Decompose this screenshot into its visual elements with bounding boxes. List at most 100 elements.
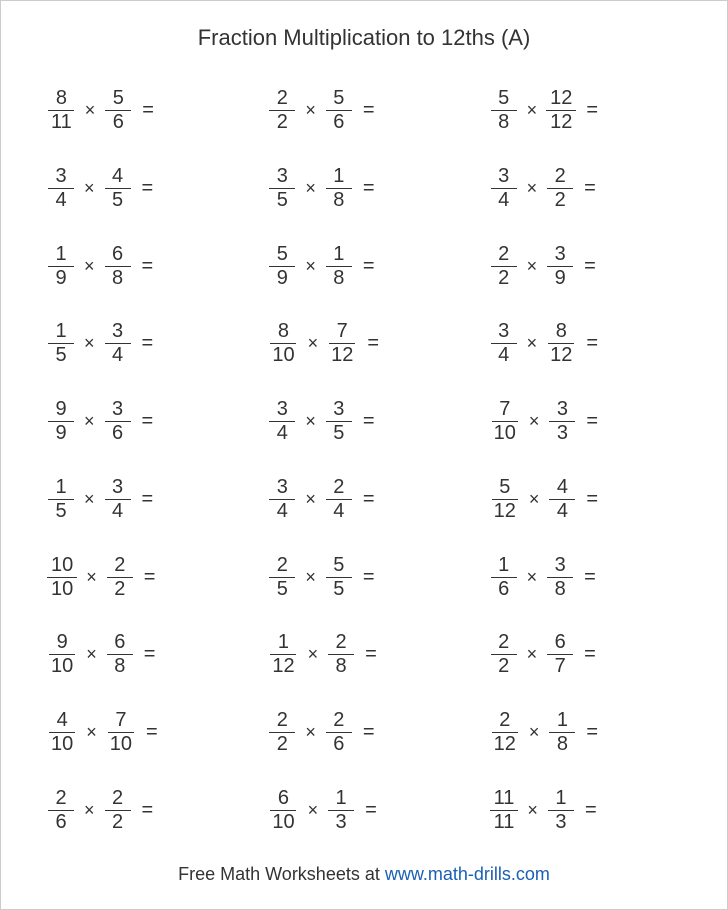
problem: 22×26=: [262, 697, 465, 769]
numerator: 7: [492, 399, 518, 422]
multiply-operator: ×: [84, 256, 95, 277]
equals-sign: =: [365, 643, 377, 666]
problem: 22×67=: [484, 619, 687, 691]
fraction-1: 810: [268, 321, 298, 366]
fraction-2: 24: [325, 477, 353, 522]
equals-sign: =: [142, 332, 154, 355]
numerator: 1: [48, 244, 74, 267]
equals-sign: =: [367, 332, 379, 355]
numerator: 2: [547, 166, 573, 189]
fraction-2: 28: [327, 632, 355, 677]
numerator: 12: [546, 88, 576, 111]
fraction-1: 1010: [47, 555, 77, 600]
numerator: 11: [490, 788, 519, 811]
problem: 811×56=: [41, 75, 244, 147]
problem: 112×28=: [262, 619, 465, 691]
denominator: 4: [491, 189, 517, 211]
fraction-2: 22: [106, 555, 134, 600]
denominator: 3: [548, 811, 574, 833]
numerator: 2: [328, 632, 354, 655]
denominator: 12: [546, 111, 576, 133]
numerator: 2: [105, 788, 131, 811]
fraction-1: 212: [490, 710, 520, 755]
denominator: 4: [48, 189, 74, 211]
fraction-1: 1111: [490, 788, 519, 833]
denominator: 7: [547, 655, 573, 677]
numerator: 3: [326, 399, 352, 422]
denominator: 2: [269, 733, 295, 755]
fraction-1: 410: [47, 710, 77, 755]
numerator: 5: [492, 477, 518, 500]
numerator: 6: [270, 788, 296, 811]
fraction-1: 34: [490, 321, 518, 366]
multiply-operator: ×: [86, 567, 97, 588]
numerator: 1: [549, 710, 575, 733]
denominator: 9: [48, 267, 74, 289]
problem: 34×812=: [484, 308, 687, 380]
problem: 34×24=: [262, 463, 465, 535]
multiply-operator: ×: [305, 178, 316, 199]
equals-sign: =: [584, 177, 596, 200]
problem: 1010 × 22 =: [41, 541, 244, 613]
numerator: 2: [326, 710, 352, 733]
multiply-operator: ×: [527, 644, 538, 665]
equals-sign: =: [142, 99, 154, 122]
fraction-1: 22: [490, 244, 518, 289]
denominator: 2: [105, 811, 131, 833]
denominator: 6: [326, 733, 352, 755]
fraction-2: 56: [325, 88, 353, 133]
equals-sign: =: [584, 643, 596, 666]
equals-sign: =: [584, 566, 596, 589]
problem: 212×18=: [484, 697, 687, 769]
numerator: 1: [48, 477, 74, 500]
numerator: 3: [269, 399, 295, 422]
problem: 16×38=: [484, 541, 687, 613]
problem: 610×13=: [262, 774, 465, 846]
multiply-operator: ×: [308, 644, 319, 665]
equals-sign: =: [144, 566, 156, 589]
denominator: 12: [490, 500, 520, 522]
denominator: 5: [269, 189, 295, 211]
denominator: 10: [268, 344, 298, 366]
numerator: 2: [269, 88, 295, 111]
numerator: 8: [48, 88, 74, 111]
denominator: 10: [268, 811, 298, 833]
equals-sign: =: [144, 643, 156, 666]
problem: 15×34=: [41, 308, 244, 380]
equals-sign: =: [146, 721, 158, 744]
denominator: 2: [269, 111, 295, 133]
denominator: 8: [326, 189, 352, 211]
equals-sign: =: [363, 99, 375, 122]
multiply-operator: ×: [84, 333, 95, 354]
multiply-operator: ×: [308, 800, 319, 821]
equals-sign: =: [586, 721, 598, 744]
denominator: 6: [105, 111, 131, 133]
denominator: 2: [107, 578, 133, 600]
denominator: 4: [326, 500, 352, 522]
fraction-1: 22: [490, 632, 518, 677]
equals-sign: =: [142, 799, 154, 822]
fraction-2: 712: [327, 321, 357, 366]
multiply-operator: ×: [529, 489, 540, 510]
fraction-2: 35: [325, 399, 353, 444]
numerator: 5: [105, 88, 131, 111]
multiply-operator: ×: [527, 333, 538, 354]
problem: 810×712=: [262, 308, 465, 380]
numerator: 1: [326, 244, 352, 267]
numerator: 3: [269, 166, 295, 189]
numerator: 8: [270, 321, 296, 344]
fraction-2: 22: [546, 166, 574, 211]
denominator: 5: [326, 578, 352, 600]
footer-link[interactable]: www.math-drills.com: [385, 864, 550, 884]
multiply-operator: ×: [529, 722, 540, 743]
denominator: 9: [48, 422, 74, 444]
problem: 910×68=: [41, 619, 244, 691]
numerator: 2: [491, 244, 517, 267]
multiply-operator: ×: [305, 567, 316, 588]
fraction-1: 58: [490, 88, 518, 133]
equals-sign: =: [142, 488, 154, 511]
numerator: 4: [105, 166, 131, 189]
fraction-1: 15: [47, 477, 75, 522]
problem: 35×18=: [262, 153, 465, 225]
numerator: 5: [491, 88, 517, 111]
